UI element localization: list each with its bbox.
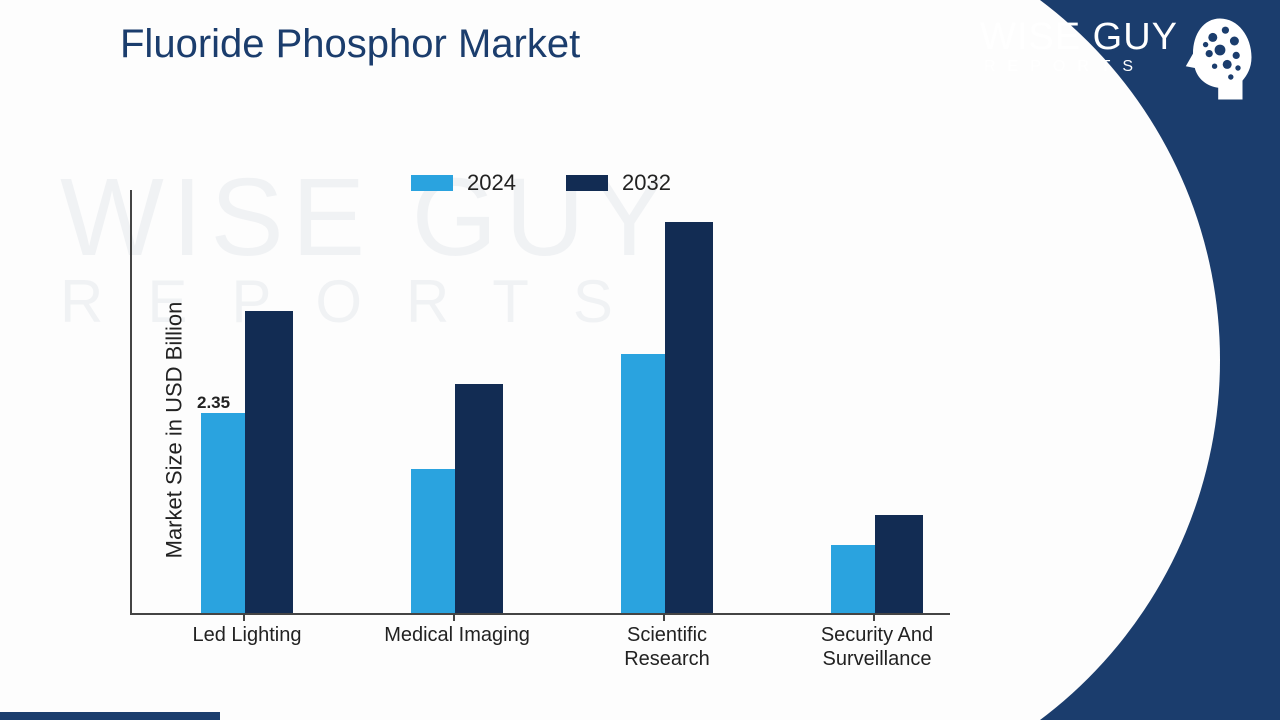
data-label: 2.35 (197, 393, 230, 413)
category-label: Led Lighting (167, 623, 327, 647)
legend-swatch (566, 175, 608, 191)
bar (411, 469, 459, 614)
chart-title: Fluoride Phosphor Market (120, 22, 580, 67)
bar-group: Scientific Research (607, 190, 727, 613)
right-brand-band (960, 0, 1280, 720)
category-label: Scientific Research (587, 623, 747, 671)
category-label: Medical Imaging (377, 623, 537, 647)
bar (455, 384, 503, 614)
bar-group: 2.35Led Lighting (187, 190, 307, 613)
brain-head-icon (1166, 14, 1256, 104)
bar (621, 354, 669, 613)
bar (665, 222, 713, 613)
x-tick (243, 613, 245, 621)
x-tick (453, 613, 455, 621)
legend-swatch (411, 175, 453, 191)
bar (875, 515, 923, 613)
bar (245, 311, 293, 613)
bar: 2.35 (201, 413, 249, 613)
bottom-accent-band (0, 712, 220, 720)
bar-group: Security And Surveillance (817, 190, 937, 613)
x-tick (873, 613, 875, 621)
brand-logo: WISE GUY REPORTS (980, 18, 1250, 76)
page-root: WISE GUY REPORTS Fluoride Phosphor Marke… (0, 0, 1280, 720)
category-label: Security And Surveillance (797, 623, 957, 671)
bar-group: Medical Imaging (397, 190, 517, 613)
x-tick (663, 613, 665, 621)
plot-area: 20242032 2.35Led LightingMedical Imaging… (130, 190, 950, 615)
bar (831, 545, 879, 613)
chart-container: Market Size in USD Billion 20242032 2.35… (40, 150, 960, 710)
